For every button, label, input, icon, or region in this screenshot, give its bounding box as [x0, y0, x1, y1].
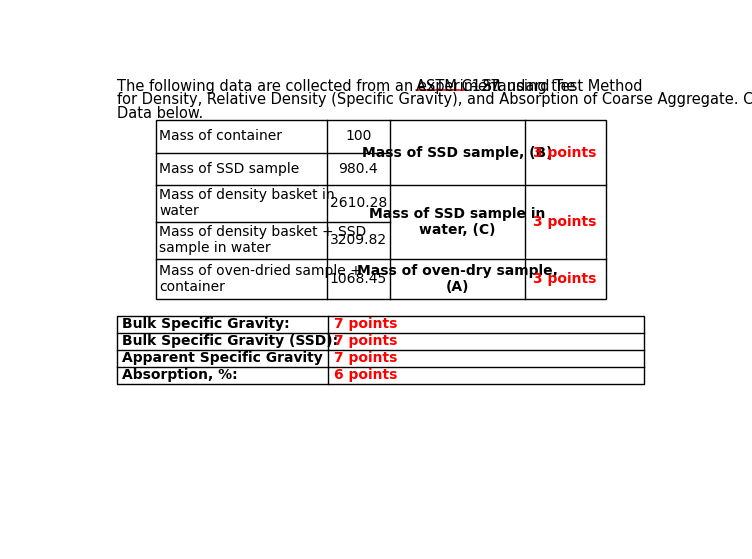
Text: 980.4: 980.4 [338, 162, 378, 176]
Text: Bulk Specific Gravity (SSD):: Bulk Specific Gravity (SSD): [122, 334, 338, 348]
Text: 3209.82: 3209.82 [329, 233, 387, 247]
Text: 3 points: 3 points [533, 145, 597, 159]
Text: Mass of SSD sample in
water, (C): Mass of SSD sample in water, (C) [369, 207, 545, 237]
Text: 3 points: 3 points [533, 215, 597, 229]
Text: 100: 100 [345, 129, 371, 143]
Text: Mass of oven-dried sample +
container: Mass of oven-dried sample + container [159, 264, 362, 294]
Text: 6 points: 6 points [334, 368, 398, 382]
Text: Data below.: Data below. [117, 106, 204, 121]
Text: Mass of oven-dry sample,
(A): Mass of oven-dry sample, (A) [356, 264, 557, 294]
Text: Mass of SSD sample, (B): Mass of SSD sample, (B) [362, 145, 553, 159]
Text: 7 points: 7 points [334, 318, 398, 331]
Text: Mass of density basket in
water: Mass of density basket in water [159, 188, 335, 219]
Text: Mass of SSD sample: Mass of SSD sample [159, 162, 299, 176]
Text: 3 points: 3 points [533, 272, 597, 286]
Text: Mass of density basket + SSD
sample in water: Mass of density basket + SSD sample in w… [159, 225, 366, 255]
Bar [117, 316, 644, 383]
Text: Mass of container: Mass of container [159, 129, 282, 143]
Text: ASTM C127: ASTM C127 [417, 79, 500, 94]
Text: The following data are collected from an experiment using the: The following data are collected from an… [117, 79, 575, 94]
Text: Apparent Specific Gravity: Apparent Specific Gravity [122, 351, 323, 365]
Text: for Density, Relative Density (Specific Gravity), and Absorption of Coarse Aggre: for Density, Relative Density (Specific … [117, 92, 752, 107]
Text: 7 points: 7 points [334, 334, 398, 348]
Text: 1068.45: 1068.45 [329, 272, 387, 286]
Text: Absorption, %:: Absorption, %: [122, 368, 238, 382]
Text: – Standard Test Method: – Standard Test Method [466, 79, 642, 94]
Text: 2610.28: 2610.28 [329, 196, 387, 210]
Text: Bulk Specific Gravity:: Bulk Specific Gravity: [122, 318, 290, 331]
Bar [156, 120, 605, 299]
Text: 7 points: 7 points [334, 351, 398, 365]
